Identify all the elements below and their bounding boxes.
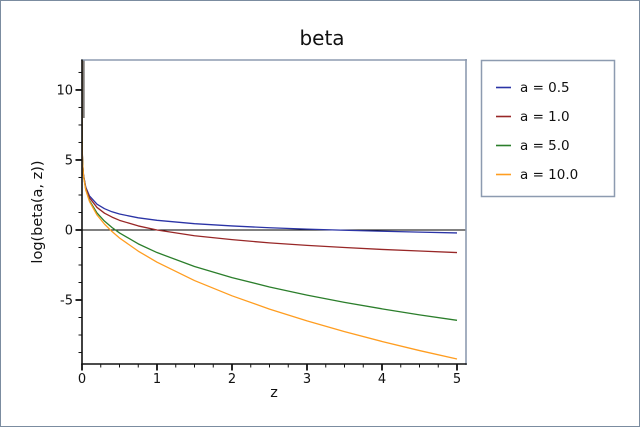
legend-item: a = 10.0 (496, 167, 578, 183)
tick-labels: 0 1 2 3 4 5 -5 0 5 10 (56, 84, 461, 387)
legend-label: a = 5.0 (520, 138, 570, 154)
x-tick-label: 3 (303, 372, 311, 387)
chart-title: beta (299, 26, 344, 50)
legend-label: a = 1.0 (520, 109, 570, 125)
y-tick-label: 5 (65, 154, 73, 169)
y-axis-label: log(beta(a, z)) (30, 160, 46, 263)
x-axis-label: z (270, 385, 278, 401)
curve-series (82, 60, 458, 360)
x-tick-label: 5 (453, 372, 461, 387)
legend: a = 0.5 a = 1.0 a = 5.0 a = 10.0 (480, 59, 616, 198)
y-tick-label: 0 (65, 224, 73, 239)
curve-0.5 (82, 60, 458, 234)
legend-item: a = 0.5 (496, 80, 570, 96)
y-tick-label: -5 (60, 294, 73, 309)
x-tick-label: 0 (78, 372, 86, 387)
legend-label: a = 0.5 (520, 80, 570, 96)
y-tick-label: 10 (56, 84, 73, 99)
axis-ticks (75, 71, 458, 371)
x-tick-label: 1 (153, 372, 161, 387)
x-tick-label: 4 (378, 372, 386, 387)
curve-1.0 (82, 60, 458, 254)
legend-item: a = 5.0 (496, 138, 570, 154)
plot-frame (81, 59, 467, 365)
x-tick-label: 2 (228, 372, 236, 387)
curve-5.0 (82, 60, 458, 321)
legend-label: a = 10.0 (520, 167, 578, 183)
legend-item: a = 1.0 (496, 109, 570, 125)
